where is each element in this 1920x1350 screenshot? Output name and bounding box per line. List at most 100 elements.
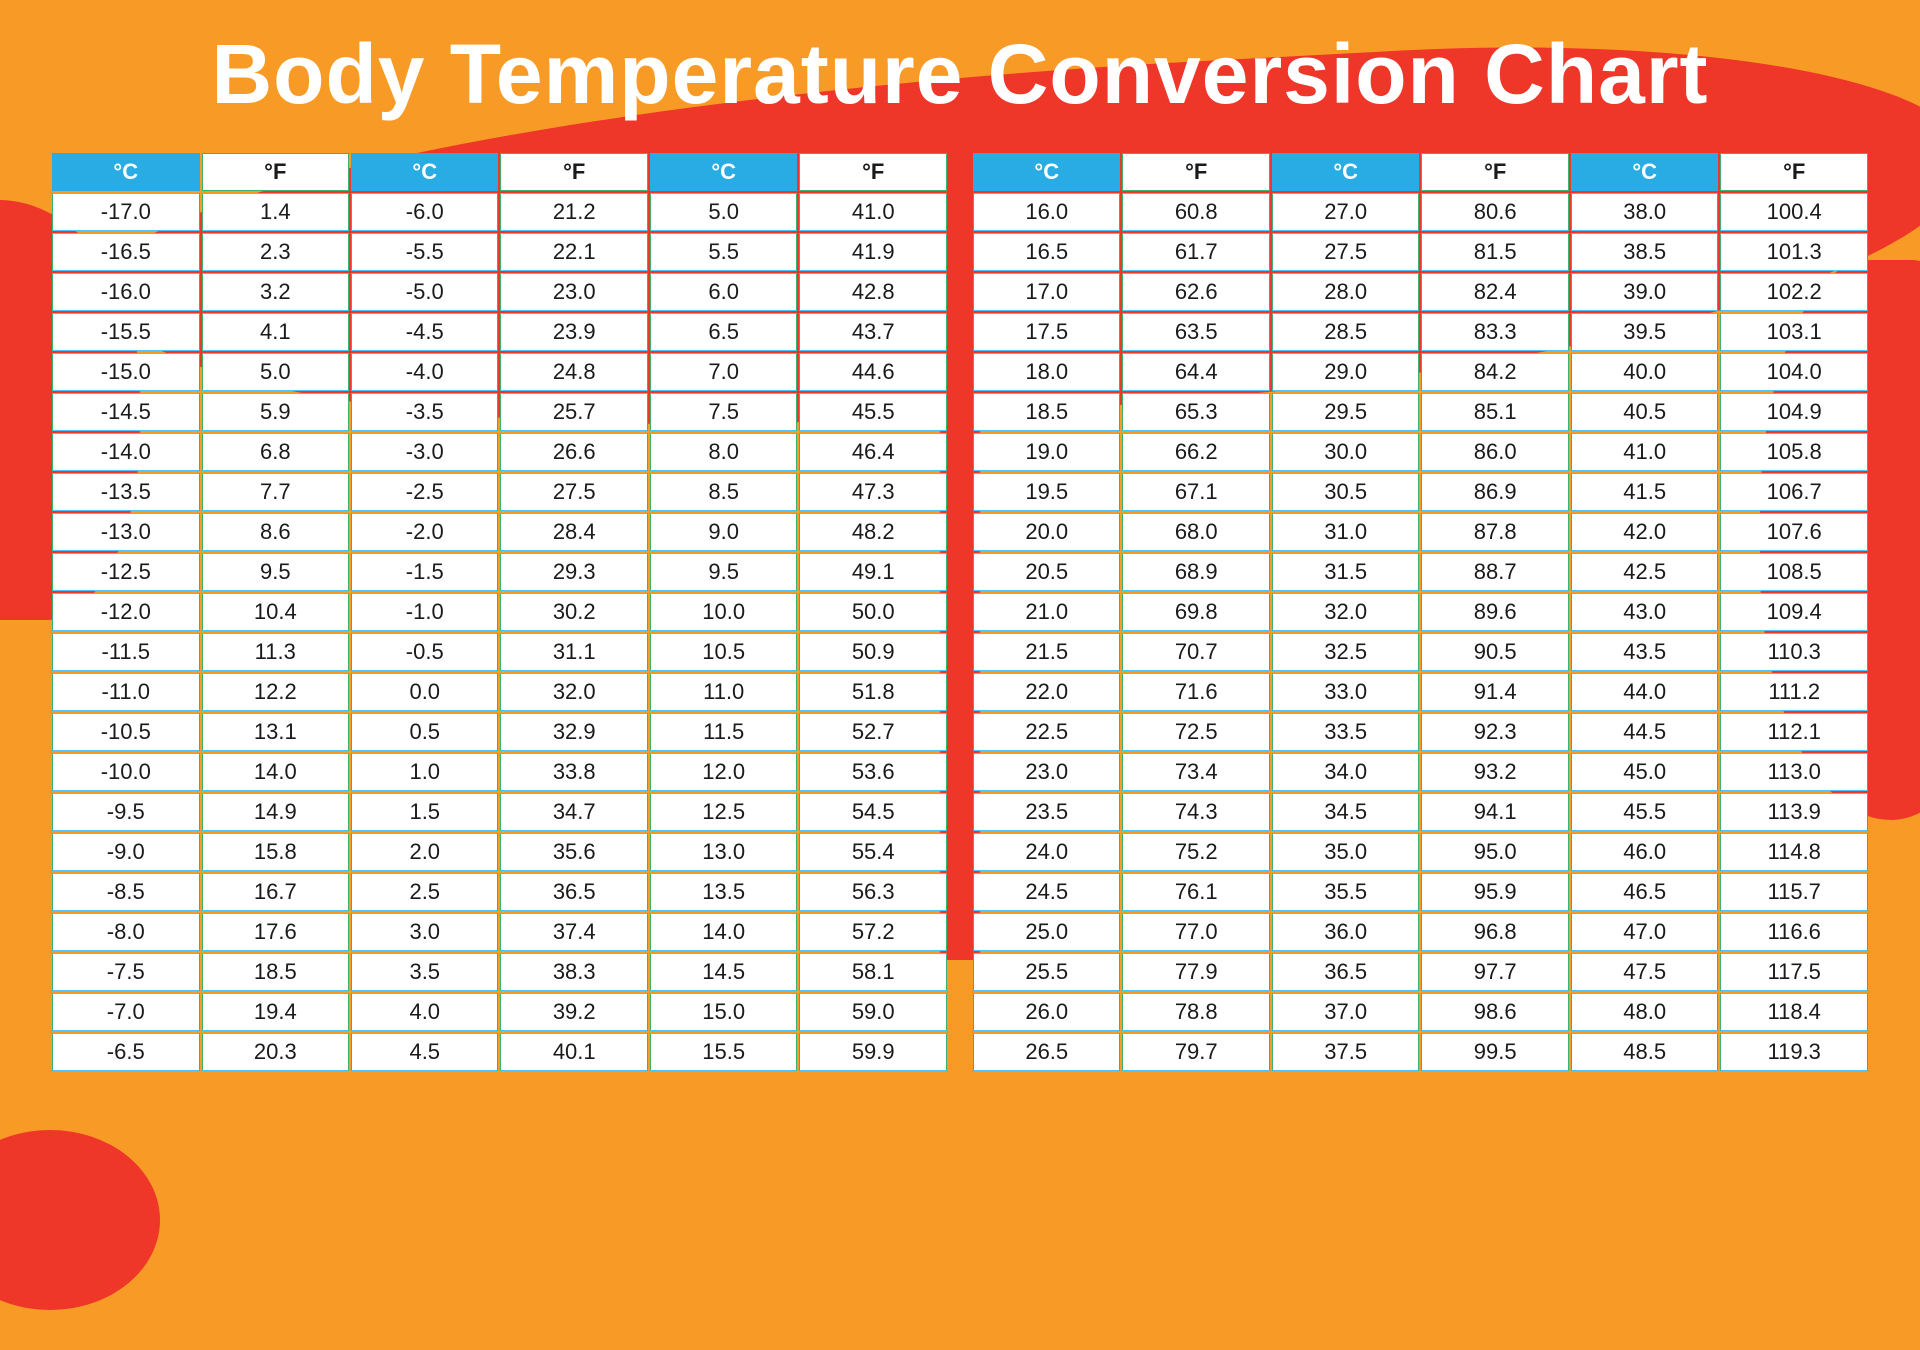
fahrenheit-cell: 108.5 (1720, 553, 1868, 591)
fahrenheit-cell: 88.7 (1421, 553, 1568, 591)
celsius-cell: 7.0 (650, 353, 797, 391)
celsius-cell: 47.0 (1571, 913, 1718, 951)
celsius-cell: -9.5 (52, 793, 200, 831)
celsius-cell: -3.0 (351, 433, 498, 471)
celsius-cell: 42.5 (1571, 553, 1718, 591)
fahrenheit-cell: 113.0 (1720, 753, 1868, 791)
table-row: -10.014.01.033.812.053.6 (52, 753, 947, 791)
celsius-cell: 31.5 (1272, 553, 1419, 591)
celsius-cell: 25.5 (973, 953, 1120, 991)
fahrenheit-cell: 76.1 (1122, 873, 1269, 911)
celsius-cell: 34.5 (1272, 793, 1419, 831)
celsius-cell: 12.5 (650, 793, 797, 831)
fahrenheit-cell: 10.4 (202, 593, 349, 631)
celsius-cell: 6.5 (650, 313, 797, 351)
celsius-cell: 16.5 (973, 233, 1120, 271)
fahrenheit-cell: 38.3 (500, 953, 647, 991)
fahrenheit-cell: 5.9 (202, 393, 349, 431)
celsius-cell: -13.0 (52, 513, 200, 551)
celsius-cell: 39.0 (1571, 273, 1718, 311)
celsius-cell: 31.0 (1272, 513, 1419, 551)
conversion-table-left: °C°F°C°F°C°F-17.01.4-6.021.25.041.0-16.5… (50, 151, 949, 1073)
celsius-cell: 3.0 (351, 913, 498, 951)
celsius-cell: 14.0 (650, 913, 797, 951)
celsius-cell: -12.0 (52, 593, 200, 631)
fahrenheit-cell: 48.2 (799, 513, 947, 551)
celsius-cell: -7.5 (52, 953, 200, 991)
fahrenheit-cell: 41.0 (799, 193, 947, 231)
table-row: 22.071.633.091.444.0111.2 (973, 673, 1868, 711)
fahrenheit-cell: 93.2 (1421, 753, 1568, 791)
celsius-cell: 2.0 (351, 833, 498, 871)
celsius-cell: 10.5 (650, 633, 797, 671)
celsius-cell: 15.5 (650, 1033, 797, 1071)
celsius-cell: -11.5 (52, 633, 200, 671)
fahrenheit-cell: 23.9 (500, 313, 647, 351)
fahrenheit-cell: 62.6 (1122, 273, 1269, 311)
fahrenheit-header: °F (1720, 153, 1868, 191)
celsius-cell: 7.5 (650, 393, 797, 431)
table-row: 17.062.628.082.439.0102.2 (973, 273, 1868, 311)
fahrenheit-cell: 32.9 (500, 713, 647, 751)
celsius-cell: -15.5 (52, 313, 200, 351)
table-row: -14.55.9-3.525.77.545.5 (52, 393, 947, 431)
table-row: -8.516.72.536.513.556.3 (52, 873, 947, 911)
celsius-cell: 4.5 (351, 1033, 498, 1071)
celsius-cell: 18.0 (973, 353, 1120, 391)
fahrenheit-cell: 72.5 (1122, 713, 1269, 751)
fahrenheit-cell: 17.6 (202, 913, 349, 951)
celsius-cell: 23.0 (973, 753, 1120, 791)
fahrenheit-cell: 56.3 (799, 873, 947, 911)
table-row: 19.567.130.586.941.5106.7 (973, 473, 1868, 511)
content-wrapper: Body Temperature Conversion Chart °C°F°C… (0, 0, 1920, 1350)
table-row: -13.57.7-2.527.58.547.3 (52, 473, 947, 511)
fahrenheit-cell: 40.1 (500, 1033, 647, 1071)
celsius-cell: -9.0 (52, 833, 200, 871)
fahrenheit-cell: 104.0 (1720, 353, 1868, 391)
table-row: 16.060.827.080.638.0100.4 (973, 193, 1868, 231)
celsius-cell: 44.0 (1571, 673, 1718, 711)
fahrenheit-cell: 70.7 (1122, 633, 1269, 671)
fahrenheit-cell: 31.1 (500, 633, 647, 671)
celsius-cell: 45.0 (1571, 753, 1718, 791)
celsius-header: °C (1571, 153, 1718, 191)
celsius-cell: 26.5 (973, 1033, 1120, 1071)
celsius-cell: 37.0 (1272, 993, 1419, 1031)
table-row: -16.52.3-5.522.15.541.9 (52, 233, 947, 271)
fahrenheit-cell: 92.3 (1421, 713, 1568, 751)
fahrenheit-cell: 84.2 (1421, 353, 1568, 391)
celsius-cell: 37.5 (1272, 1033, 1419, 1071)
fahrenheit-cell: 35.6 (500, 833, 647, 871)
celsius-cell: -5.0 (351, 273, 498, 311)
fahrenheit-cell: 71.6 (1122, 673, 1269, 711)
fahrenheit-cell: 37.4 (500, 913, 647, 951)
table-row: 23.574.334.594.145.5113.9 (973, 793, 1868, 831)
celsius-cell: 2.5 (351, 873, 498, 911)
table-row: 21.069.832.089.643.0109.4 (973, 593, 1868, 631)
celsius-cell: 17.5 (973, 313, 1120, 351)
table-row: -12.59.5-1.529.39.549.1 (52, 553, 947, 591)
celsius-cell: 25.0 (973, 913, 1120, 951)
fahrenheit-cell: 51.8 (799, 673, 947, 711)
fahrenheit-cell: 49.1 (799, 553, 947, 591)
table-row: 26.078.837.098.648.0118.4 (973, 993, 1868, 1031)
table-row: 23.073.434.093.245.0113.0 (973, 753, 1868, 791)
fahrenheit-cell: 97.7 (1421, 953, 1568, 991)
celsius-cell: 29.0 (1272, 353, 1419, 391)
celsius-header: °C (1272, 153, 1419, 191)
celsius-cell: 35.0 (1272, 833, 1419, 871)
celsius-cell: 21.0 (973, 593, 1120, 631)
table-row: -11.012.20.032.011.051.8 (52, 673, 947, 711)
celsius-cell: -4.5 (351, 313, 498, 351)
fahrenheit-cell: 69.8 (1122, 593, 1269, 631)
fahrenheit-cell: 100.4 (1720, 193, 1868, 231)
fahrenheit-cell: 66.2 (1122, 433, 1269, 471)
celsius-cell: 1.5 (351, 793, 498, 831)
table-row: -9.015.82.035.613.055.4 (52, 833, 947, 871)
fahrenheit-cell: 46.4 (799, 433, 947, 471)
fahrenheit-cell: 75.2 (1122, 833, 1269, 871)
celsius-cell: 13.5 (650, 873, 797, 911)
fahrenheit-cell: 25.7 (500, 393, 647, 431)
celsius-cell: 0.0 (351, 673, 498, 711)
celsius-cell: 28.0 (1272, 273, 1419, 311)
